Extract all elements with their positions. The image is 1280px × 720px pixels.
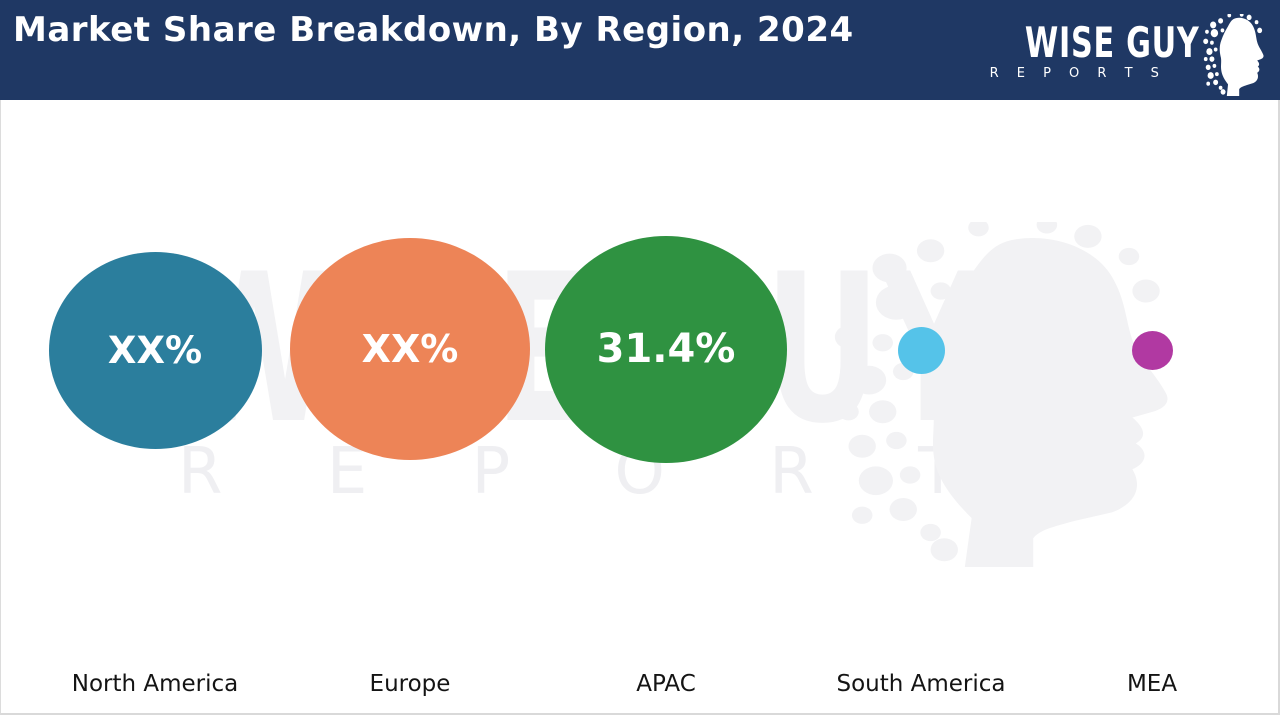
category-label-south-america: South America — [836, 671, 1006, 697]
wise-guy-logo: WISE GUY R E P O R T S — [990, 6, 1268, 96]
wise-guy-logo-text: WISE GUY R E P O R T S — [957, 18, 1200, 82]
bubble-value-label: XX% — [107, 328, 203, 372]
category-label-north-america: North America — [71, 671, 239, 697]
category-label-apac: APAC — [636, 671, 696, 697]
category-label-mea: MEA — [1126, 671, 1178, 697]
page-title: Market Share Breakdown, By Region, 2024 — [13, 10, 854, 50]
bubble-north-america: XX% — [48, 251, 262, 449]
bubble-value-label: 31.4% — [596, 326, 736, 372]
bubble-mea — [1131, 330, 1173, 370]
bubble-apac: 31.4% — [545, 235, 787, 463]
bubble-south-america — [897, 326, 945, 374]
wise-guy-brand-text: WISE GUY — [1025, 18, 1200, 67]
header-bar: Market Share Breakdown, By Region, 2024 … — [0, 0, 1280, 100]
bubble-europe: XX% — [290, 238, 530, 460]
wise-guy-face-icon — [1202, 14, 1264, 96]
category-label-europe: Europe — [369, 671, 451, 697]
bubble-value-label: XX% — [361, 327, 459, 371]
wise-guy-reports-text: R E P O R T S — [989, 66, 1166, 81]
